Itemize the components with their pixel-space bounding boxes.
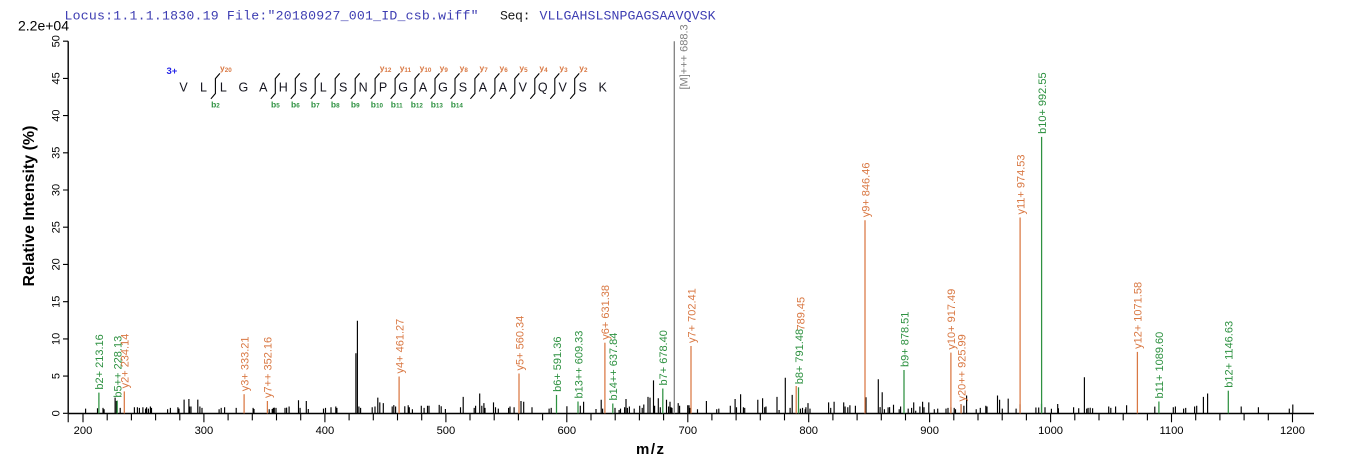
svg-text:b5++ 228.13: b5++ 228.13 [113,336,125,398]
svg-text:b2+ 213.16: b2+ 213.16 [94,334,106,389]
svg-text:b9: b9 [351,100,360,110]
svg-text:G: G [398,81,408,95]
svg-text:[M]+++ 688.3: [M]+++ 688.3 [679,24,691,89]
svg-text:VLLGAHSLSNPGAGSAAVQVSK: VLLGAHSLSNPGAGSAAVQVSK [540,9,716,24]
svg-text:y7: y7 [480,63,489,74]
svg-text:b5: b5 [271,100,280,110]
svg-text:500: 500 [437,425,456,437]
svg-text:y12: y12 [380,63,392,74]
svg-text:y3: y3 [559,63,568,74]
svg-text:A: A [499,81,508,95]
svg-text:L: L [220,81,227,95]
svg-text:2.2e+04: 2.2e+04 [18,18,69,34]
svg-text:y4: y4 [539,63,548,74]
svg-text:700: 700 [678,425,697,437]
svg-text:b7+ 678.40: b7+ 678.40 [658,330,670,385]
svg-text:3+: 3+ [167,66,178,77]
svg-text:L: L [320,81,327,95]
svg-text:30: 30 [50,184,62,196]
svg-text:300: 300 [195,425,214,437]
svg-text:m/z: m/z [636,441,666,458]
svg-text:5: 5 [50,373,62,379]
svg-text:y5: y5 [519,63,528,74]
svg-text:1200: 1200 [1280,425,1305,437]
svg-text:b14++ 637.84: b14++ 637.84 [608,333,620,401]
svg-text:y8: y8 [460,63,469,74]
svg-text:Q: Q [538,81,548,95]
svg-text:V: V [519,81,528,95]
svg-text:y7+ 702.41: y7+ 702.41 [686,288,698,343]
svg-text:1100: 1100 [1159,425,1183,437]
svg-text:K: K [599,81,608,95]
svg-text:y3+ 333.21: y3+ 333.21 [239,336,251,391]
svg-text:Locus:1.1.1.1830.19 File:"2018: Locus:1.1.1.1830.19 File:"20180927_001_I… [65,9,479,24]
svg-text:50: 50 [50,35,62,47]
svg-text:b6: b6 [291,100,300,110]
svg-text:V: V [559,81,568,95]
svg-text:789.45: 789.45 [796,297,808,331]
svg-text:900: 900 [920,425,939,437]
svg-text:35: 35 [50,147,62,159]
svg-text:y2+ 234.14: y2+ 234.14 [120,334,132,389]
svg-text:S: S [459,81,467,95]
svg-text:L: L [200,81,207,95]
svg-text:40: 40 [50,109,62,121]
svg-text:G: G [239,81,249,95]
svg-text:S: S [579,81,587,95]
svg-text:Seq:: Seq: [500,9,531,24]
svg-text:y10: y10 [420,63,432,74]
svg-text:y5+ 560.34: y5+ 560.34 [514,316,526,371]
svg-text:800: 800 [799,425,818,437]
svg-text:b11+ 1089.60: b11+ 1089.60 [1154,332,1166,399]
svg-text:b10: b10 [371,100,384,110]
svg-text:15: 15 [50,296,62,308]
svg-text:S: S [299,81,307,95]
svg-text:V: V [179,81,188,95]
svg-text:P: P [379,81,387,95]
svg-text:b2: b2 [211,100,220,110]
svg-text:y10+ 917.49: y10+ 917.49 [946,289,958,350]
svg-text:Relative Intensity (%): Relative Intensity (%) [21,126,38,287]
svg-text:400: 400 [316,425,335,437]
svg-text:b8: b8 [331,100,340,110]
svg-text:25: 25 [50,221,62,233]
svg-text:H: H [279,81,288,95]
svg-text:y7++ 352.16: y7++ 352.16 [263,337,275,398]
svg-text:10: 10 [50,333,62,345]
svg-text:y6: y6 [500,63,509,74]
svg-text:A: A [419,81,428,95]
svg-text:b13: b13 [431,100,444,110]
svg-text:b12+ 1146.63: b12+ 1146.63 [1224,321,1236,388]
svg-text:A: A [479,81,488,95]
svg-text:1000: 1000 [1038,425,1063,437]
svg-text:y11: y11 [400,63,412,74]
svg-text:b8+ 791.48: b8+ 791.48 [794,329,806,384]
svg-text:b9+ 878.51: b9+ 878.51 [899,312,911,367]
svg-text:b10+ 992.55: b10+ 992.55 [1037,72,1049,133]
svg-text:G: G [438,81,448,95]
svg-text:b7: b7 [311,100,320,110]
svg-text:y20++ 925.99: y20++ 925.99 [956,334,968,401]
svg-text:y2: y2 [579,63,588,74]
svg-text:b6+ 591.36: b6+ 591.36 [552,337,564,392]
svg-text:y11+ 974.53: y11+ 974.53 [1015,154,1027,214]
svg-text:y20: y20 [220,63,232,74]
svg-text:S: S [339,81,347,95]
svg-text:b11: b11 [391,100,403,110]
svg-text:A: A [259,81,268,95]
svg-text:b13++ 609.33: b13++ 609.33 [573,331,585,399]
svg-text:y9: y9 [440,63,449,74]
svg-text:45: 45 [50,72,62,84]
svg-text:N: N [359,81,368,95]
svg-text:b12: b12 [411,100,424,110]
svg-text:y9+ 846.46: y9+ 846.46 [860,163,872,218]
svg-text:600: 600 [557,425,576,437]
svg-text:y12+ 1071.58: y12+ 1071.58 [1133,282,1145,349]
svg-text:y6+ 631.38: y6+ 631.38 [600,285,612,340]
svg-text:200: 200 [74,425,93,437]
svg-text:b14: b14 [451,100,464,110]
svg-text:20: 20 [50,258,62,270]
svg-text:0: 0 [50,410,62,416]
svg-text:y4+ 461.27: y4+ 461.27 [394,319,406,374]
